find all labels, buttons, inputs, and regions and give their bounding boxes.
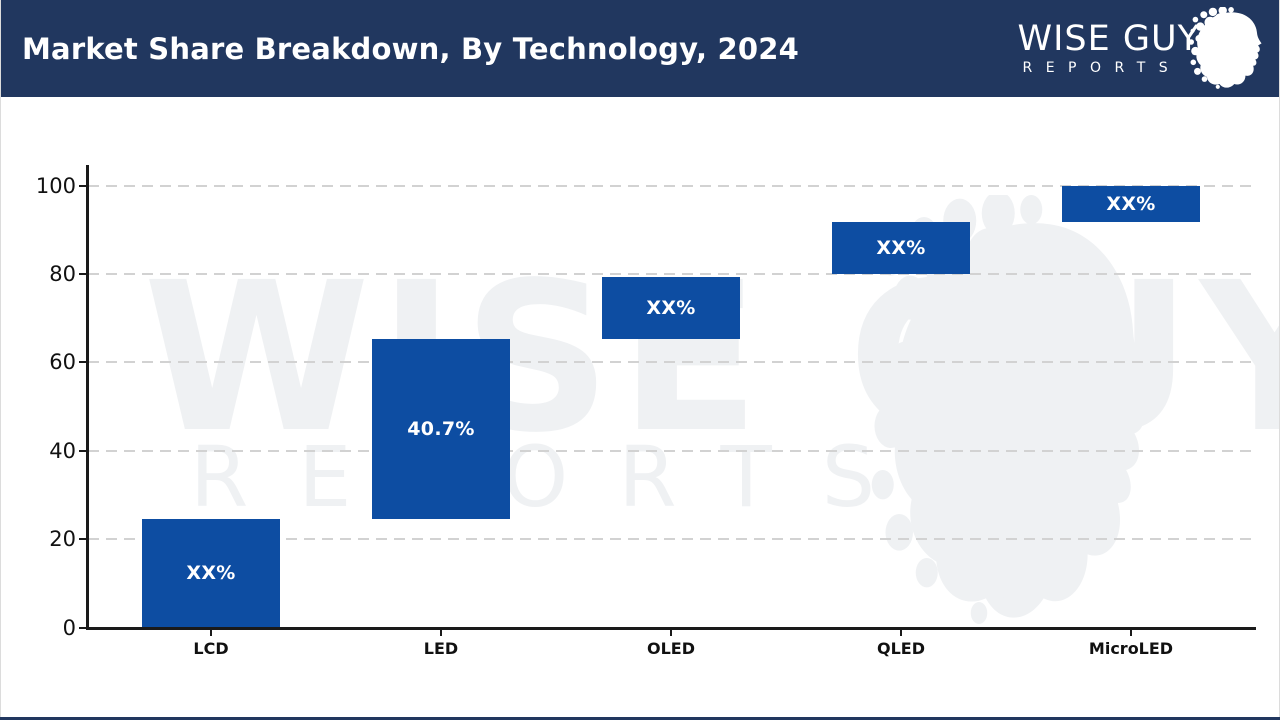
y-tick-label: 80 (49, 261, 76, 286)
footer-accent-bar (0, 717, 1280, 720)
bar-value-label: XX% (646, 296, 696, 319)
y-tick-mark (79, 626, 86, 629)
bar-value-label: 40.7% (407, 418, 475, 441)
y-tick-mark (79, 272, 86, 275)
y-tick-mark (79, 538, 86, 541)
x-tick-mark (670, 630, 672, 636)
bar-value-label: XX% (186, 562, 236, 585)
watermark-subtext: REPORTS (190, 428, 926, 526)
page-title: Market Share Breakdown, By Technology, 2… (22, 31, 800, 66)
bar-segment-qled: XX% (832, 222, 970, 275)
bar-value-label: XX% (1106, 192, 1156, 215)
waterfall-chart: WISE GUY REPORTS 0 20 40 60 80 100 LCD LED OLED Q… (0, 97, 1280, 716)
gridline (88, 361, 1256, 364)
bar-segment-microled: XX% (1062, 185, 1200, 222)
bar-segment-lcd: XX% (142, 519, 280, 628)
gridline (88, 538, 1256, 541)
x-tick-mark (900, 630, 902, 636)
x-tick-label-lcd: LCD (193, 639, 229, 658)
logo-name: WISE GUY (1017, 19, 1200, 60)
y-axis-line (86, 165, 89, 627)
y-tick-label: 100 (35, 173, 76, 198)
x-tick-mark (1130, 630, 1132, 636)
gridline (88, 449, 1256, 452)
header-bar: Market Share Breakdown, By Technology, 2… (0, 0, 1280, 97)
y-tick-label: 20 (49, 527, 76, 552)
x-tick-label-led: LED (423, 639, 459, 658)
y-tick-mark (79, 361, 86, 364)
logo-text: WISE GUY REPORTS (1017, 21, 1200, 76)
x-tick-mark (440, 630, 442, 636)
x-axis-line (86, 627, 1256, 630)
bar-segment-led: 40.7% (372, 339, 510, 520)
wise-guy-logo: WISE GUY REPORTS (1017, 4, 1272, 93)
gridline (88, 184, 1256, 187)
x-tick-label-qled: QLED (876, 639, 925, 658)
y-tick-mark (79, 184, 86, 187)
y-tick-label: 60 (49, 350, 76, 375)
x-tick-label-oled: OLED (646, 639, 695, 658)
bar-value-label: XX% (876, 237, 926, 260)
y-tick-mark (79, 449, 86, 452)
gridline (88, 272, 1256, 275)
logo-subtitle: REPORTS (1022, 59, 1182, 76)
y-tick-label: 0 (62, 615, 76, 640)
bar-segment-oled: XX% (602, 276, 740, 340)
x-tick-label-microled: MicroLED (1088, 639, 1174, 658)
x-tick-mark (210, 630, 212, 636)
y-tick-label: 40 (49, 438, 76, 463)
